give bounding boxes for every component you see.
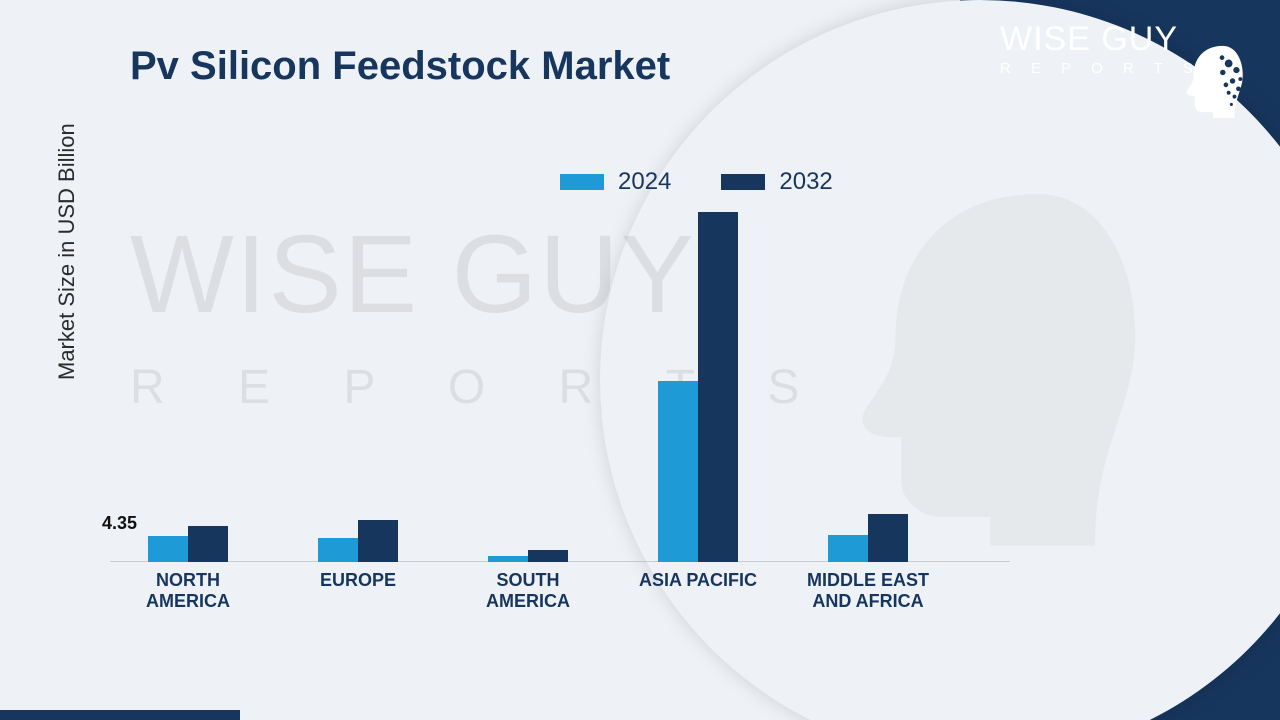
- bar-group: SOUTH AMERICA: [488, 200, 568, 562]
- bar-group: NORTH AMERICA4.35: [148, 200, 228, 562]
- legend-label-2024: 2024: [618, 168, 671, 196]
- plot-area: NORTH AMERICA4.35 EUROPE SOUTH AMERICA ASIA…: [110, 200, 1010, 562]
- brand-logo: WISE GUY R E P O R T S: [1000, 22, 1260, 77]
- bar-2032: [358, 520, 398, 562]
- bar-2024: [148, 536, 188, 562]
- legend-swatch-2032: [721, 174, 765, 190]
- bar-2032: [868, 514, 908, 562]
- bar-2024: [828, 535, 868, 562]
- bar-group: MIDDLE EAST AND AFRICA: [828, 200, 908, 562]
- category-label: MIDDLE EAST AND AFRICA: [803, 570, 933, 611]
- bar-value-label: 4.35: [102, 513, 137, 534]
- bar-2024: [488, 556, 528, 562]
- y-axis-label: Market Size in USD Billion: [54, 123, 80, 380]
- bar-2024: [318, 538, 358, 562]
- bottom-accent-bar: [0, 710, 240, 720]
- category-label: NORTH AMERICA: [123, 570, 253, 611]
- bar-2032: [188, 526, 228, 562]
- category-label: SOUTH AMERICA: [463, 570, 593, 611]
- chart-title: Pv Silicon Feedstock Market: [130, 44, 670, 89]
- category-label: ASIA PACIFIC: [633, 570, 763, 591]
- legend: 2024 2032: [560, 168, 833, 196]
- bar-2024: [658, 381, 698, 562]
- legend-item-2024: 2024: [560, 168, 671, 196]
- bar-2032: [698, 212, 738, 562]
- category-label: EUROPE: [293, 570, 423, 591]
- bar-2032: [528, 550, 568, 562]
- bar-group: EUROPE: [318, 200, 398, 562]
- legend-label-2032: 2032: [779, 168, 832, 196]
- legend-swatch-2024: [560, 174, 604, 190]
- logo-head-icon: [1176, 40, 1254, 122]
- legend-item-2032: 2032: [721, 168, 832, 196]
- bar-group: ASIA PACIFIC: [658, 200, 738, 562]
- chart-stage: WISE GUY R E P O R T S WISE GUY R E P O …: [0, 0, 1280, 720]
